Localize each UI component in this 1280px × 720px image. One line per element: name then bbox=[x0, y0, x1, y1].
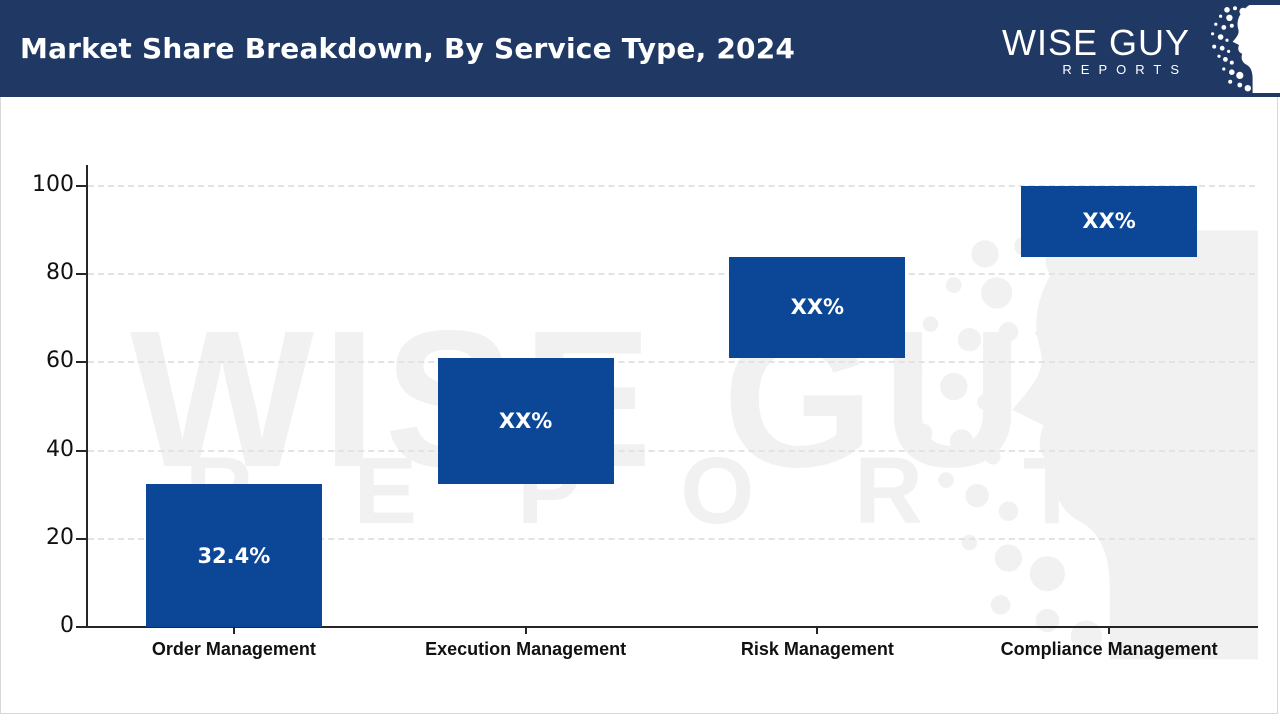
brand-logo: WISE GUY REPORTS bbox=[980, 0, 1280, 97]
x-category-label: Risk Management bbox=[740, 639, 894, 659]
bar-value-label: XX% bbox=[790, 295, 845, 320]
y-tick-mark bbox=[76, 626, 87, 628]
bar-segment-2: XX% bbox=[729, 256, 906, 358]
y-tick-label: 100 bbox=[32, 172, 74, 197]
logo-subtitle: REPORTS bbox=[1062, 62, 1188, 77]
gridline-80 bbox=[88, 273, 1255, 276]
x-axis-line bbox=[86, 626, 1258, 628]
bar-value-label: XX% bbox=[498, 409, 553, 434]
y-tick-mark bbox=[76, 361, 87, 364]
bar-segment-0: 32.4% bbox=[145, 484, 322, 627]
gridline-60 bbox=[88, 361, 1255, 364]
x-tick-mark bbox=[816, 628, 819, 634]
x-category-label: Order Management bbox=[151, 639, 316, 659]
chart-title: Market Share Breakdown, By Service Type,… bbox=[20, 32, 796, 65]
gridline-20 bbox=[88, 537, 1255, 540]
y-tick-mark bbox=[76, 449, 87, 452]
page-border bbox=[0, 97, 1278, 714]
x-tick-mark bbox=[1108, 628, 1111, 634]
y-tick-label: 20 bbox=[46, 524, 74, 550]
y-tick-mark bbox=[76, 273, 87, 276]
bar-value-label: 32.4% bbox=[197, 543, 271, 568]
header-banner: Market Share Breakdown, By Service Type,… bbox=[0, 0, 1280, 97]
y-tick-label: 60 bbox=[46, 348, 74, 374]
x-category-label: Execution Management bbox=[425, 639, 627, 659]
bar-value-label: XX% bbox=[1082, 209, 1136, 234]
x-tick-mark bbox=[524, 628, 527, 634]
y-tick-mark bbox=[76, 185, 87, 187]
bar-segment-1: XX% bbox=[437, 357, 614, 485]
y-tick-label: 40 bbox=[46, 436, 74, 462]
y-tick-mark bbox=[76, 537, 87, 540]
x-tick-mark bbox=[232, 628, 235, 634]
x-category-label: Compliance Management bbox=[1000, 639, 1218, 659]
y-tick-label: 0 bbox=[60, 613, 74, 638]
bar-segment-3: XX% bbox=[1021, 186, 1198, 257]
y-axis-line bbox=[86, 165, 88, 628]
logo-wordmark: WISE GUY bbox=[1001, 22, 1190, 63]
y-tick-label: 80 bbox=[46, 260, 74, 286]
gridline-100 bbox=[88, 185, 1255, 187]
gridline-40 bbox=[88, 449, 1255, 452]
